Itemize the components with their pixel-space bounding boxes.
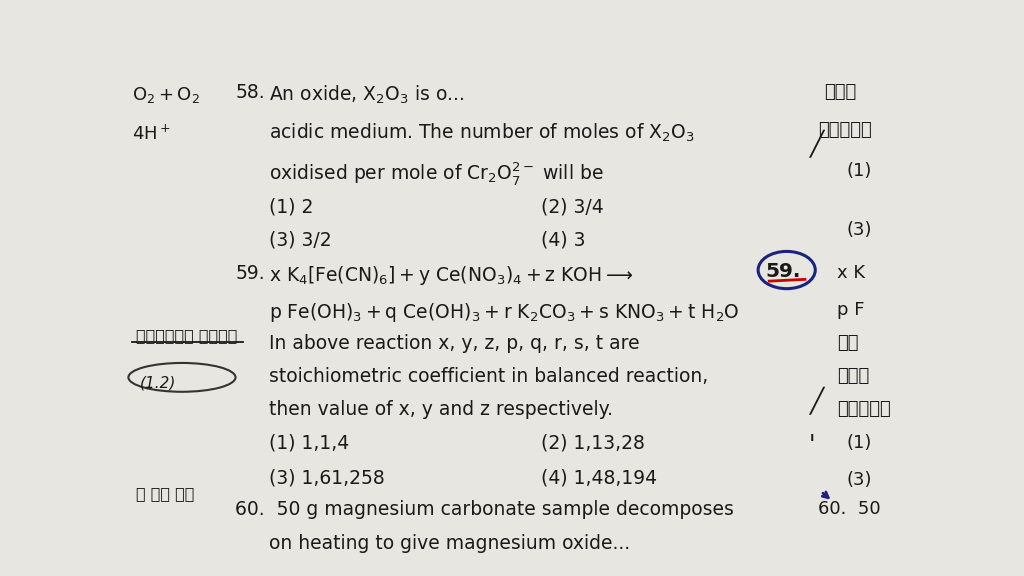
Text: $\mathrm{p\ Fe(OH)_3 + q\ Ce(OH)_3 + r\ K_2CO_3 + s\ KNO_3 + t\ H_2O}$: $\mathrm{p\ Fe(OH)_3 + q\ Ce(OH)_3 + r\ …: [269, 301, 739, 324]
Text: In above reaction x, y, z, p, q, r, s, t are: In above reaction x, y, z, p, q, r, s, t…: [269, 334, 640, 353]
Text: 60.  50: 60. 50: [818, 500, 881, 518]
Text: अम्लीय माध्: अम्लीय माध्: [136, 328, 238, 343]
Text: आक्: आक्: [824, 84, 856, 101]
Text: 60.  50 g magnesium carbonate sample decomposes: 60. 50 g magnesium carbonate sample deco…: [236, 500, 734, 519]
Text: on heating to give magnesium oxide...: on heating to give magnesium oxide...: [269, 534, 631, 553]
Text: (1): (1): [846, 434, 871, 452]
Text: 59.: 59.: [765, 262, 801, 281]
Text: ╱: ╱: [809, 387, 823, 415]
Text: ': ': [809, 433, 815, 457]
Text: $\mathregular{4H^+}$: $\mathregular{4H^+}$: [132, 124, 171, 144]
Text: oxidised per mole of $\mathregular{Cr_2O_7^{2-}}$ will be: oxidised per mole of $\mathregular{Cr_2O…: [269, 160, 604, 187]
Text: (4) 3: (4) 3: [541, 230, 585, 249]
Text: acidic medium. The number of moles of $\mathregular{X_2O_3}$: acidic medium. The number of moles of $\…: [269, 122, 695, 144]
Text: (3) 1,61,258: (3) 1,61,258: [269, 468, 385, 487]
Text: An oxide, $\mathregular{X_2O_3}$ is o...: An oxide, $\mathregular{X_2O_3}$ is o...: [269, 84, 465, 105]
Text: p F: p F: [837, 301, 864, 319]
Text: ╱: ╱: [809, 130, 823, 158]
Text: stoichiometric coefficient in balanced reaction,: stoichiometric coefficient in balanced r…: [269, 367, 709, 386]
Text: (2) 3/4: (2) 3/4: [541, 198, 603, 217]
Text: (1) 1,1,4: (1) 1,1,4: [269, 434, 349, 453]
Text: (4) 1,48,194: (4) 1,48,194: [541, 468, 656, 487]
Text: (3): (3): [846, 471, 871, 488]
Text: (1.2): (1.2): [140, 375, 176, 390]
Text: (3) 3/2: (3) 3/2: [269, 230, 332, 249]
Text: $\mathrm{x\ K_4[Fe(CN)_6] + y\ Ce(NO_3)_4 + z\ KOH \longrightarrow}$: $\mathrm{x\ K_4[Fe(CN)_6] + y\ Ce(NO_3)_…: [269, 264, 634, 287]
Text: होंगे: होंगे: [837, 400, 891, 418]
Text: अनु: अनु: [837, 367, 869, 385]
Text: क का नु: क का नु: [136, 486, 195, 501]
Text: 58.: 58.: [236, 84, 265, 103]
Text: (3): (3): [846, 221, 871, 239]
Text: x K: x K: [837, 264, 865, 282]
Text: (1): (1): [846, 162, 871, 180]
Text: उप: उप: [837, 334, 858, 353]
Text: मोलों: मोलों: [818, 122, 872, 139]
Text: (2) 1,13,28: (2) 1,13,28: [541, 434, 644, 453]
Text: 59.: 59.: [236, 264, 265, 283]
Text: $\mathregular{O_2 + O_2}$: $\mathregular{O_2 + O_2}$: [132, 85, 200, 105]
Text: (1) 2: (1) 2: [269, 198, 313, 217]
Text: then value of x, y and z respectively.: then value of x, y and z respectively.: [269, 400, 613, 419]
